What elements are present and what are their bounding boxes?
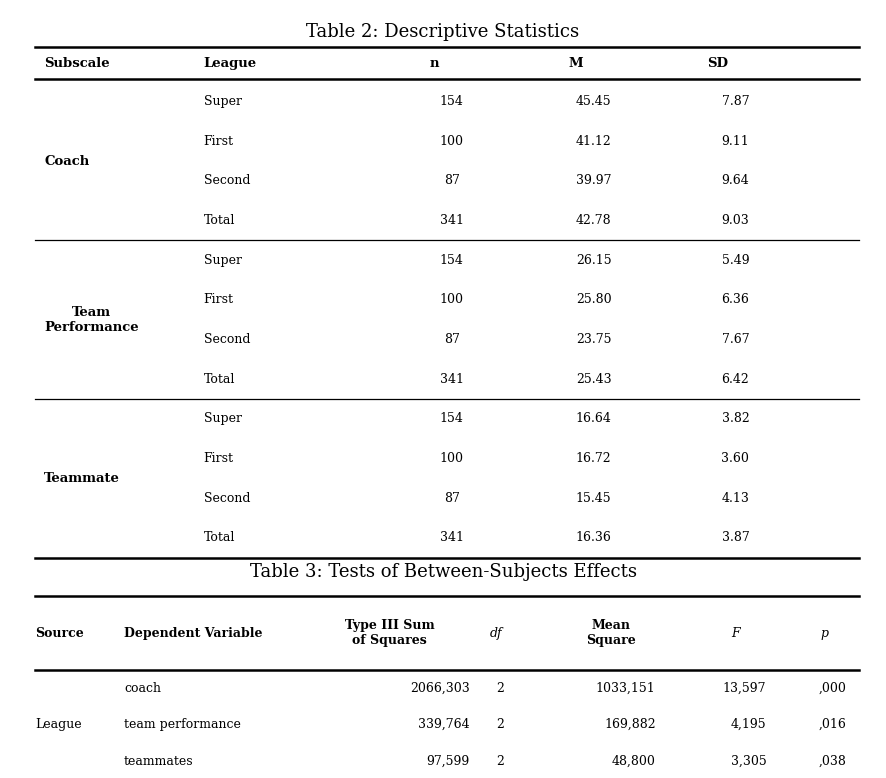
Text: 39.97: 39.97	[576, 174, 611, 187]
Text: 341: 341	[439, 531, 464, 545]
Text: 23.75: 23.75	[576, 333, 611, 346]
Text: M: M	[569, 58, 583, 70]
Text: 87: 87	[444, 333, 460, 346]
Text: F: F	[731, 627, 740, 640]
Text: Type III Sum
of Squares: Type III Sum of Squares	[345, 619, 435, 647]
Text: 2: 2	[497, 718, 504, 731]
Text: Total: Total	[204, 373, 235, 386]
Text: 169,882: 169,882	[604, 718, 656, 731]
Text: 2066,303: 2066,303	[410, 682, 470, 695]
Text: ,016: ,016	[819, 718, 846, 731]
Text: Second: Second	[204, 174, 250, 187]
Text: Table 2: Descriptive Statistics: Table 2: Descriptive Statistics	[307, 23, 579, 41]
Text: 154: 154	[440, 254, 463, 267]
Text: p: p	[820, 627, 828, 640]
Text: Teammate: Teammate	[44, 472, 120, 485]
Text: 25.80: 25.80	[576, 293, 611, 307]
Text: 100: 100	[439, 452, 464, 465]
Text: First: First	[204, 452, 234, 465]
Text: 97,599: 97,599	[426, 755, 470, 768]
Text: 48,800: 48,800	[611, 755, 656, 768]
Text: Second: Second	[204, 492, 250, 505]
Text: 26.15: 26.15	[576, 254, 611, 267]
Text: 16.64: 16.64	[576, 412, 611, 426]
Text: League: League	[204, 58, 257, 70]
Text: 154: 154	[440, 95, 463, 108]
Text: Super: Super	[204, 254, 242, 267]
Text: 3.87: 3.87	[721, 531, 750, 545]
Text: coach: coach	[124, 682, 161, 695]
Text: 3.82: 3.82	[721, 412, 750, 426]
Text: Dependent Variable: Dependent Variable	[124, 627, 262, 640]
Text: 87: 87	[444, 492, 460, 505]
Text: Mean
Square: Mean Square	[587, 619, 636, 647]
Text: 4.13: 4.13	[721, 492, 750, 505]
Text: Super: Super	[204, 95, 242, 108]
Text: 100: 100	[439, 135, 464, 148]
Text: ,038: ,038	[819, 755, 846, 768]
Text: 1033,151: 1033,151	[596, 682, 656, 695]
Text: Subscale: Subscale	[44, 58, 110, 70]
Text: 25.43: 25.43	[576, 373, 611, 386]
Text: 2: 2	[497, 755, 504, 768]
Text: 16.36: 16.36	[576, 531, 611, 545]
Text: df: df	[490, 627, 502, 640]
Text: 6.36: 6.36	[721, 293, 750, 307]
Text: 6.42: 6.42	[721, 373, 750, 386]
Text: 87: 87	[444, 174, 460, 187]
Text: ,000: ,000	[819, 682, 846, 695]
Text: 45.45: 45.45	[576, 95, 611, 108]
Text: team performance: team performance	[124, 718, 241, 731]
Text: Super: Super	[204, 412, 242, 426]
Text: 339,764: 339,764	[418, 718, 470, 731]
Text: 3,305: 3,305	[731, 755, 766, 768]
Text: 9.64: 9.64	[721, 174, 750, 187]
Text: SD: SD	[707, 58, 728, 70]
Text: League: League	[35, 718, 82, 731]
Text: 341: 341	[439, 373, 464, 386]
Text: Source: Source	[35, 627, 84, 640]
Text: 16.72: 16.72	[576, 452, 611, 465]
Text: Total: Total	[204, 214, 235, 227]
Text: First: First	[204, 135, 234, 148]
Text: Team
Performance: Team Performance	[44, 306, 139, 334]
Text: 41.12: 41.12	[576, 135, 611, 148]
Text: 154: 154	[440, 412, 463, 426]
Text: teammates: teammates	[124, 755, 194, 768]
Text: 7.67: 7.67	[721, 333, 750, 346]
Text: 9.03: 9.03	[721, 214, 750, 227]
Text: Coach: Coach	[44, 155, 89, 167]
Text: 15.45: 15.45	[576, 492, 611, 505]
Text: Second: Second	[204, 333, 250, 346]
Text: 5.49: 5.49	[721, 254, 750, 267]
Text: 9.11: 9.11	[721, 135, 750, 148]
Text: 341: 341	[439, 214, 464, 227]
Text: Total: Total	[204, 531, 235, 545]
Text: 7.87: 7.87	[721, 95, 750, 108]
Text: 13,597: 13,597	[723, 682, 766, 695]
Text: 2: 2	[497, 682, 504, 695]
Text: 4,195: 4,195	[731, 718, 766, 731]
Text: n: n	[430, 58, 439, 70]
Text: 42.78: 42.78	[576, 214, 611, 227]
Text: 3.60: 3.60	[721, 452, 750, 465]
Text: 100: 100	[439, 293, 464, 307]
Text: First: First	[204, 293, 234, 307]
Text: Table 3: Tests of Between-Subjects Effects: Table 3: Tests of Between-Subjects Effec…	[250, 563, 636, 581]
